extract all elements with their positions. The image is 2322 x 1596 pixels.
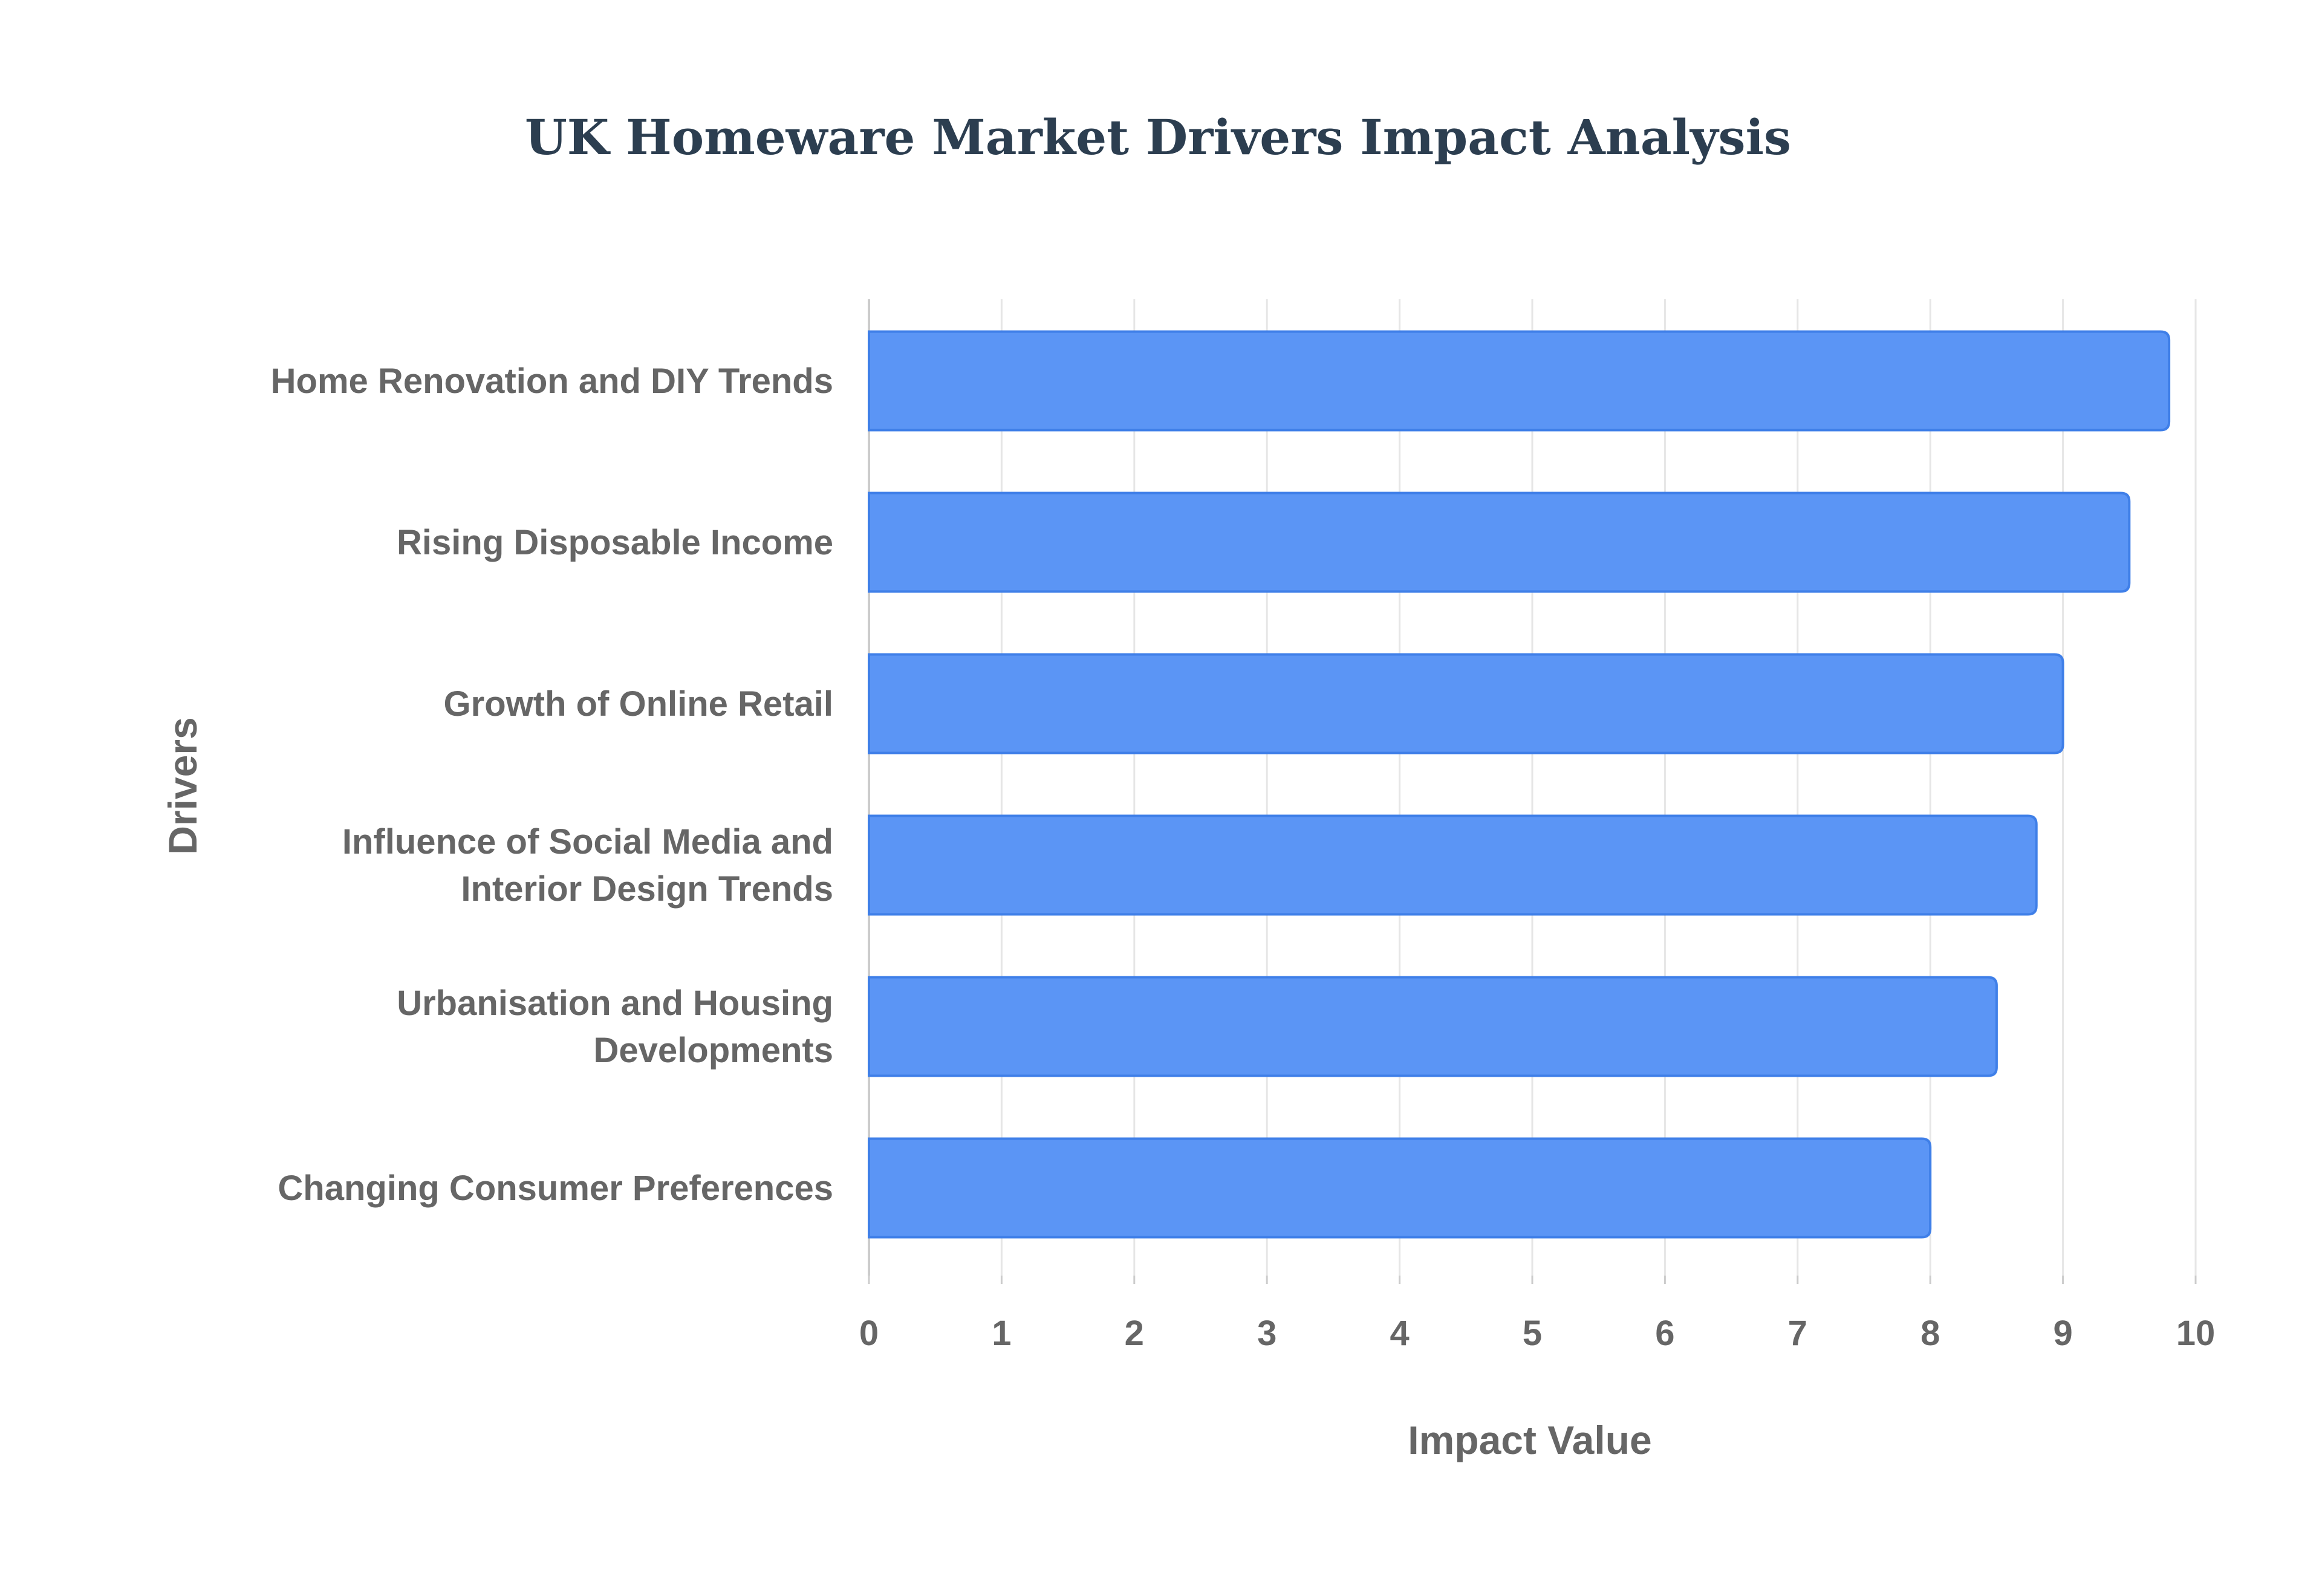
category-label-line: Developments <box>594 1031 833 1070</box>
x-tick-label: 10 <box>2176 1314 2216 1353</box>
bar <box>868 976 1998 1077</box>
category-label-line: Rising Disposable Income <box>397 523 833 562</box>
x-tick-label: 1 <box>992 1314 1011 1353</box>
category-label-line: Urbanisation and Housing <box>397 984 833 1023</box>
category-label: Urbanisation and Housing Developments <box>397 984 833 1070</box>
x-tick-label: 4 <box>1390 1314 1409 1353</box>
category-label: Changing Consumer Preferences <box>278 1169 833 1208</box>
category-label-line: Interior Design Trends <box>461 869 833 909</box>
bar <box>868 814 2038 916</box>
category-label-line: Influence of Social Media and <box>342 822 833 861</box>
category-label: Influence of Social Media and Interior De… <box>342 822 833 909</box>
category-labels: Home Renovation and DIY Trends Rising Dis… <box>271 362 833 1208</box>
x-tick-label: 7 <box>1788 1314 1807 1353</box>
x-tick-label: 5 <box>1523 1314 1542 1353</box>
category-label: Rising Disposable Income <box>397 523 833 562</box>
y-axis-title: Drivers <box>160 717 205 855</box>
x-tick-labels: 0 1 2 3 4 5 6 7 8 9 10 <box>859 1314 2215 1353</box>
category-label: Home Renovation and DIY Trends <box>271 362 833 401</box>
x-tick-label: 2 <box>1125 1314 1144 1353</box>
x-tick-label: 6 <box>1655 1314 1674 1353</box>
category-label: Growth of Online Retail <box>444 684 833 724</box>
category-label-line: Home Renovation and DIY Trends <box>271 362 833 401</box>
bar <box>868 1137 1932 1239</box>
x-tick-label: 3 <box>1257 1314 1276 1353</box>
bar <box>868 491 2131 593</box>
bar <box>868 653 2064 754</box>
bar <box>868 330 2171 432</box>
chart-title: UK Homeware Market Drivers Impact Analys… <box>525 109 1791 166</box>
category-label-line: Growth of Online Retail <box>444 684 833 724</box>
x-tick-label: 0 <box>859 1314 879 1353</box>
bars <box>868 330 2171 1239</box>
x-axis-title: Impact Value <box>1408 1418 1652 1462</box>
x-tick-label: 8 <box>1920 1314 1940 1353</box>
category-label-line: Changing Consumer Preferences <box>278 1169 833 1208</box>
x-tick-label: 9 <box>2053 1314 2072 1353</box>
grid-lines <box>868 299 2197 1284</box>
